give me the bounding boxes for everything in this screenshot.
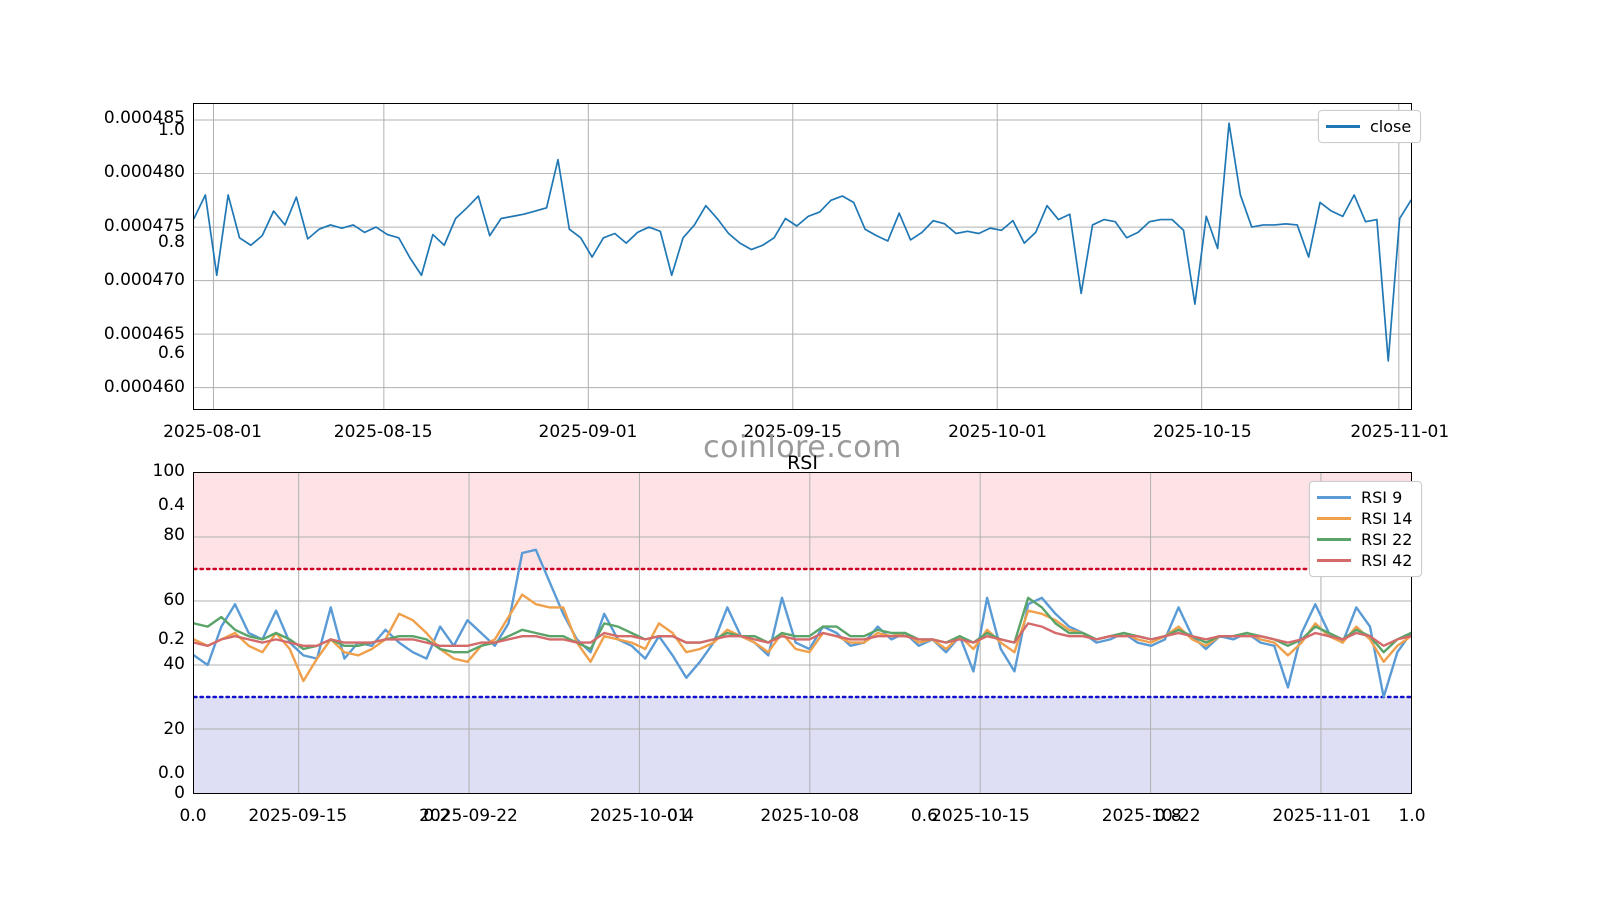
legend-color-swatch — [1317, 559, 1351, 562]
rsi-x-normalized-tick: 0.4 — [667, 806, 695, 826]
rsi-x-normalized-tick: 0.6 — [910, 806, 938, 826]
rsi-y-tick: 0 — [174, 783, 185, 803]
price-y-tick: 0.000470 — [103, 269, 185, 290]
legend-item[interactable]: RSI 9 — [1317, 487, 1412, 508]
legend-item[interactable]: RSI 14 — [1317, 508, 1412, 529]
price-y-tick: 0.000475 — [103, 215, 185, 236]
rsi-chart-panel — [193, 472, 1412, 794]
rsi-y-normalized-tick: 0.4 — [157, 494, 185, 515]
price-y-tick: 0.000485 — [103, 108, 185, 129]
price-y-tick: 0.000460 — [103, 377, 185, 398]
legend-item[interactable]: RSI 22 — [1317, 529, 1412, 550]
price-x-tick: 2025-09-15 — [743, 422, 843, 442]
rsi-x-date-tick: 2025-09-15 — [248, 806, 348, 826]
rsi-y-tick: 80 — [163, 525, 185, 546]
rsi-x-date-tick: 2025-09-22 — [419, 806, 518, 826]
price-x-tick: 2025-08-15 — [333, 422, 433, 442]
rsi-y-tick: 20 — [163, 718, 185, 739]
rsi-x-date-tick: 2025-11-01 — [1272, 806, 1372, 826]
legend-label: RSI 9 — [1361, 488, 1403, 507]
legend-color-swatch — [1317, 538, 1351, 541]
legend-color-swatch — [1317, 496, 1351, 499]
price-x-tick: 2025-09-01 — [538, 422, 638, 442]
price-y-normalized-tick: 0.6 — [157, 343, 185, 364]
price-legend: close — [1318, 110, 1422, 143]
rsi-x-normalized-tick: 1.0 — [1398, 806, 1426, 826]
rsi-plot-svg — [194, 473, 1411, 793]
price-plot-svg — [194, 104, 1411, 409]
rsi-y-tick: 100 — [152, 461, 185, 481]
rsi-x-normalized-tick: 0.8 — [1154, 806, 1182, 826]
legend-color-swatch — [1317, 517, 1351, 520]
rsi-x-date-tick: 2025-10-08 — [760, 806, 860, 826]
legend-label: RSI 14 — [1361, 509, 1413, 528]
rsi-y-normalized-tick: 0.2 — [157, 628, 185, 649]
legend-label: RSI 42 — [1361, 551, 1413, 570]
price-chart-panel — [193, 103, 1412, 410]
legend-label: close — [1370, 117, 1412, 136]
rsi-x-date-tick: 2025-10-22 — [1101, 806, 1201, 826]
rsi-x-date-tick: 2025-10-15 — [931, 806, 1030, 826]
price-x-tick: 2025-10-15 — [1152, 422, 1252, 442]
legend-item[interactable]: close — [1326, 116, 1411, 137]
rsi-y-normalized-tick: 0.0 — [157, 762, 185, 783]
rsi-y-tick: 40 — [163, 654, 185, 675]
rsi-x-normalized-tick: 0.2 — [423, 806, 451, 826]
price-x-tick: 2025-10-01 — [948, 422, 1047, 442]
price-y-tick: 0.000480 — [103, 162, 185, 183]
rsi-panel-title: RSI — [787, 452, 818, 474]
rsi-x-date-tick: 2025-10-01 — [589, 806, 689, 826]
legend-item[interactable]: RSI 42 — [1317, 550, 1412, 571]
price-x-tick: 2025-11-01 — [1350, 422, 1450, 442]
rsi-y-tick: 60 — [163, 589, 185, 610]
legend-label: RSI 22 — [1361, 530, 1413, 549]
price-y-tick: 0.000465 — [103, 323, 185, 344]
legend-color-swatch — [1326, 125, 1360, 128]
price-y-normalized-tick: 0.8 — [157, 231, 185, 252]
rsi-legend: RSI 9 RSI 14 RSI 22 RSI 42 — [1309, 481, 1423, 577]
price-y-normalized-tick: 1.0 — [157, 119, 185, 140]
price-x-tick: 2025-08-01 — [163, 422, 262, 442]
rsi-x-normalized-tick: 0.0 — [179, 806, 207, 826]
